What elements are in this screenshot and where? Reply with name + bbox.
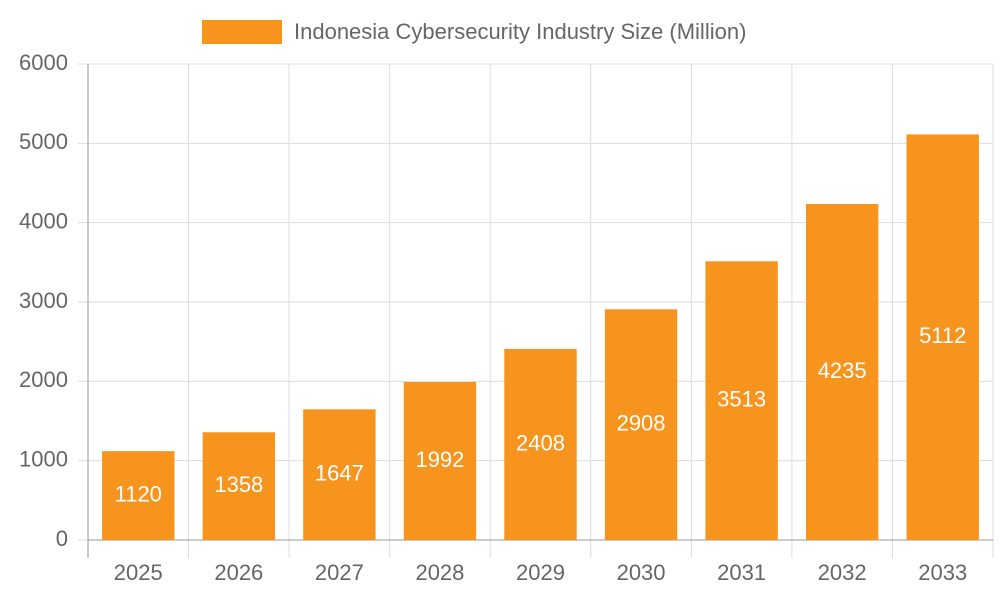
legend-label: Indonesia Cybersecurity Industry Size (M… bbox=[294, 19, 746, 44]
x-tick-label: 2029 bbox=[516, 560, 565, 585]
x-tick-label: 2026 bbox=[214, 560, 263, 585]
y-tick-label: 3000 bbox=[19, 288, 68, 313]
y-tick-label: 4000 bbox=[19, 208, 68, 233]
bar bbox=[303, 409, 376, 540]
bar bbox=[202, 432, 276, 540]
x-tick-label: 2032 bbox=[818, 560, 867, 585]
y-tick-label: 6000 bbox=[19, 50, 68, 75]
y-tick-label: 5000 bbox=[19, 129, 68, 154]
bar bbox=[504, 348, 577, 540]
x-tick-label: 2025 bbox=[114, 560, 163, 585]
x-tick-label: 2031 bbox=[717, 560, 766, 585]
y-tick-label: 1000 bbox=[19, 446, 68, 471]
x-tick-label: 2028 bbox=[415, 560, 464, 585]
x-tick-label: 2027 bbox=[315, 560, 364, 585]
x-tick-label: 2033 bbox=[918, 560, 967, 585]
bar bbox=[102, 451, 175, 540]
x-tick-label: 2030 bbox=[617, 560, 666, 585]
data-label: 2908 bbox=[617, 410, 666, 435]
data-label: 1992 bbox=[415, 447, 464, 472]
data-label: 3513 bbox=[717, 386, 766, 411]
y-tick-label: 0 bbox=[56, 526, 68, 551]
bar bbox=[805, 204, 879, 541]
bar bbox=[906, 134, 979, 540]
bar bbox=[604, 309, 678, 540]
bar bbox=[705, 261, 778, 540]
data-label: 2408 bbox=[516, 430, 565, 455]
data-label: 1647 bbox=[315, 460, 364, 485]
y-tick-label: 2000 bbox=[19, 367, 68, 392]
legend-swatch bbox=[202, 20, 282, 44]
data-label: 1120 bbox=[115, 481, 162, 506]
data-label: 5112 bbox=[919, 323, 966, 348]
bar bbox=[403, 381, 477, 540]
data-label: 4235 bbox=[818, 358, 867, 383]
data-label: 1358 bbox=[214, 472, 263, 497]
